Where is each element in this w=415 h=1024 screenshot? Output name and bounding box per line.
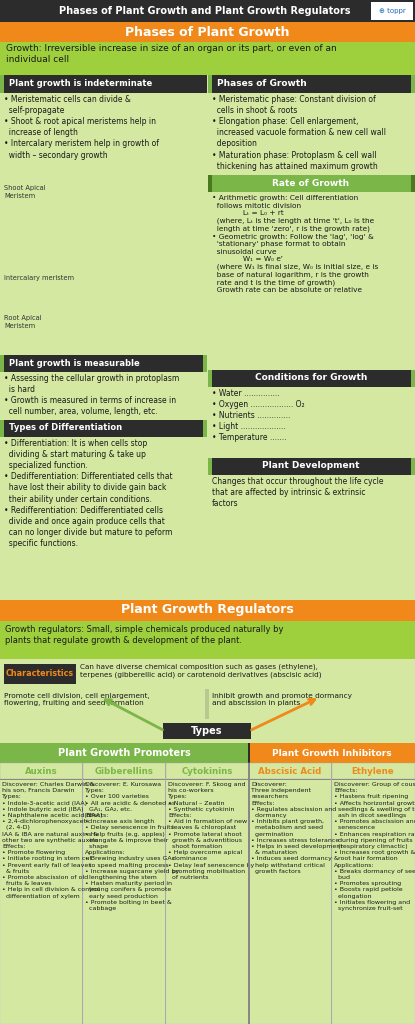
- Bar: [371, 2, 413, 20]
- Text: Growth regulators: Small, simple chemicals produced naturally by
plants that reg: Growth regulators: Small, simple chemica…: [5, 625, 283, 645]
- Text: • Meristematic phase: Constant division of
  cells in shoot & roots
• Elongation: • Meristematic phase: Constant division …: [212, 95, 386, 171]
- Text: Discoverer:
Three independent
researchers
Effects:
• Regulates abscission and
  : Discoverer: Three independent researcher…: [251, 782, 343, 873]
- Text: Plant growth is measurable: Plant growth is measurable: [9, 358, 140, 368]
- Text: Characteristics: Characteristics: [6, 670, 74, 679]
- Bar: [4, 664, 76, 684]
- Bar: [82, 763, 83, 1024]
- Bar: [209, 75, 214, 93]
- Text: Phases of Growth: Phases of Growth: [217, 80, 307, 88]
- Bar: [411, 370, 415, 387]
- Text: Inhibit growth and promote dormancy
and abscission in plants: Inhibit growth and promote dormancy and …: [212, 693, 352, 707]
- Bar: [0, 420, 4, 437]
- Text: Types of Differentiation: Types of Differentiation: [9, 424, 122, 432]
- Bar: [0, 22, 415, 42]
- Text: Can have diverse chemical composition such as gases (ethylene),
terpenes (gibber: Can have diverse chemical composition su…: [80, 663, 322, 678]
- Text: Plant Growth Promoters: Plant Growth Promoters: [58, 748, 190, 758]
- Text: Growth: Irreversible increase in size of an organ or its part, or even of an
ind: Growth: Irreversible increase in size of…: [6, 44, 337, 65]
- Bar: [208, 75, 415, 93]
- Text: Types: Types: [191, 726, 223, 736]
- Bar: [0, 355, 4, 372]
- Bar: [249, 763, 332, 779]
- Text: • Arithmetic growth: Cell differentiation
  follows mitotic division
           : • Arithmetic growth: Cell differentiatio…: [212, 195, 378, 293]
- Text: Changes that occur throughout the life cycle
that are affected by intrinsic & ex: Changes that occur throughout the life c…: [212, 477, 383, 508]
- Bar: [0, 42, 415, 75]
- Text: Phases of Plant Growth and Plant Growth Regulators: Phases of Plant Growth and Plant Growth …: [59, 6, 351, 16]
- Text: • Assessing the cellular growth in protoplasm
  is hard
• Growth is measured in : • Assessing the cellular growth in proto…: [4, 374, 179, 417]
- Bar: [249, 779, 332, 1024]
- Text: • Meristematic cells can divide &
  self-propagate
• Shoot & root apical meriste: • Meristematic cells can divide & self-p…: [4, 95, 159, 160]
- Bar: [165, 763, 166, 1024]
- Bar: [0, 689, 207, 719]
- Bar: [411, 175, 415, 193]
- Bar: [248, 763, 249, 1024]
- Text: Discoverer: Group of cousins
Effects:
• Hastens fruit ripening
• Affects horizon: Discoverer: Group of cousins Effects: • …: [334, 782, 415, 911]
- Text: Conditions for Growth: Conditions for Growth: [255, 374, 367, 383]
- Text: Phases of Plant Growth: Phases of Plant Growth: [125, 26, 289, 39]
- Bar: [0, 621, 415, 659]
- Bar: [0, 355, 207, 372]
- Text: Cytokinins: Cytokinins: [181, 767, 233, 775]
- Text: • Differentiation: It is when cells stop
  dividing & start maturing & take up
 : • Differentiation: It is when cells stop…: [4, 439, 173, 548]
- Bar: [0, 659, 415, 689]
- Bar: [208, 175, 212, 193]
- Bar: [208, 458, 415, 475]
- Text: Discoverer: Charles Darwin &
his son, Francis Darwin
Types:
• Indole-3-acetic ac: Discoverer: Charles Darwin & his son, Fr…: [2, 782, 103, 899]
- Bar: [83, 763, 166, 779]
- Bar: [332, 779, 415, 1024]
- Bar: [166, 763, 249, 779]
- Bar: [0, 763, 83, 779]
- Bar: [205, 689, 209, 719]
- Bar: [208, 75, 212, 93]
- Bar: [331, 763, 332, 1024]
- Text: Intercalary meristem: Intercalary meristem: [4, 275, 74, 281]
- Text: Discoverer: E. Kurosawa
Types:
• Over 100 varieties
• All are acidic & denoted a: Discoverer: E. Kurosawa Types: • Over 10…: [85, 782, 179, 911]
- Text: Plant Development: Plant Development: [262, 462, 360, 470]
- Text: Shoot Apical
Meristem: Shoot Apical Meristem: [4, 185, 46, 199]
- Bar: [0, 719, 415, 743]
- Text: Gibberellins: Gibberellins: [95, 767, 154, 775]
- Text: Plant growth is indeterminate: Plant growth is indeterminate: [9, 80, 152, 88]
- Bar: [208, 370, 415, 387]
- Text: Auxins: Auxins: [24, 767, 57, 775]
- Text: Discoverer: F. Skoog and
his co-workers
Types:
• Natural – Zeatin
• Synthetic cy: Discoverer: F. Skoog and his co-workers …: [168, 782, 254, 880]
- Bar: [208, 75, 212, 93]
- Bar: [163, 723, 251, 739]
- Text: Ethylene: Ethylene: [352, 767, 394, 775]
- Bar: [250, 743, 415, 763]
- Bar: [0, 0, 415, 22]
- Bar: [83, 779, 166, 1024]
- Bar: [0, 743, 248, 763]
- Bar: [332, 763, 415, 779]
- Bar: [208, 370, 212, 387]
- Bar: [208, 175, 415, 193]
- Bar: [0, 420, 207, 437]
- Text: Plant Growth Regulators: Plant Growth Regulators: [121, 603, 293, 616]
- Bar: [0, 75, 415, 605]
- Bar: [166, 779, 249, 1024]
- Bar: [0, 600, 415, 621]
- Text: Promote cell division, cell enlargement,
flowering, fruiting and seed formation: Promote cell division, cell enlargement,…: [4, 693, 150, 707]
- Bar: [248, 763, 250, 1024]
- Bar: [203, 420, 207, 437]
- Bar: [0, 75, 207, 93]
- Bar: [411, 458, 415, 475]
- Bar: [0, 75, 4, 93]
- Bar: [410, 75, 415, 93]
- Bar: [208, 458, 212, 475]
- Text: Rate of Growth: Rate of Growth: [272, 178, 349, 187]
- Text: Abscisic Acid: Abscisic Acid: [259, 767, 322, 775]
- Bar: [0, 779, 83, 1024]
- Text: Plant Growth Inhibitors: Plant Growth Inhibitors: [272, 749, 392, 758]
- Bar: [208, 689, 415, 719]
- Bar: [411, 75, 415, 93]
- Text: • Water ...............
• Oxygen .................. O₂
• Nutrients .............: • Water ............... • Oxygen .......…: [212, 389, 305, 442]
- Bar: [203, 355, 207, 372]
- Text: Root Apical
Meristem: Root Apical Meristem: [4, 315, 42, 329]
- Text: ⊕ toppr: ⊕ toppr: [378, 8, 405, 14]
